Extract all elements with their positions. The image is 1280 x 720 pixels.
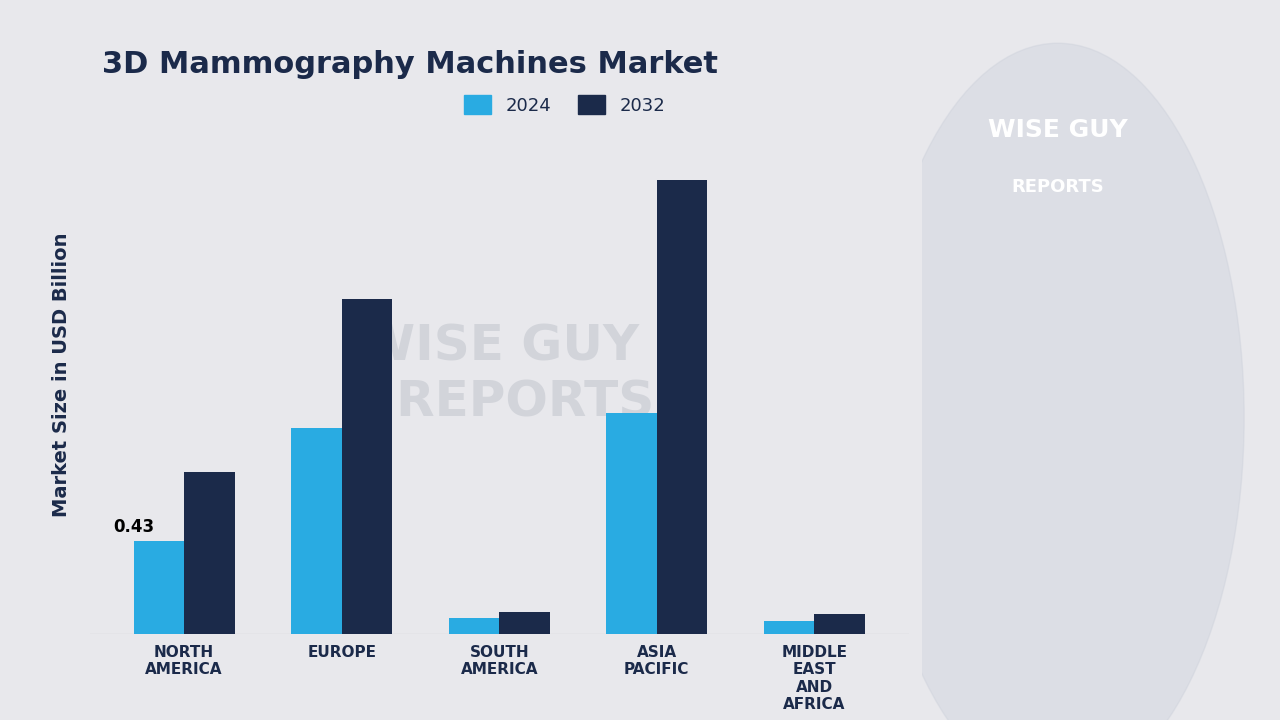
Bar <box>449 618 499 634</box>
Bar <box>133 541 184 634</box>
Bar <box>814 614 865 634</box>
Text: 3D Mammography Machines Market: 3D Mammography Machines Market <box>102 50 718 79</box>
Legend: 2024, 2032: 2024, 2032 <box>457 88 673 122</box>
Bar <box>292 428 342 634</box>
Bar <box>607 413 657 634</box>
Bar <box>499 612 549 634</box>
Y-axis label: Market Size in USD Billion: Market Size in USD Billion <box>52 232 70 517</box>
Bar <box>657 180 707 634</box>
Bar <box>764 621 814 634</box>
Bar <box>342 299 392 634</box>
Text: REPORTS: REPORTS <box>1011 179 1105 197</box>
Bar <box>184 472 234 634</box>
Circle shape <box>872 43 1244 720</box>
Text: 0.43: 0.43 <box>113 518 154 536</box>
Text: WISE GUY: WISE GUY <box>988 117 1128 142</box>
Text: WISE GUY
   REPORTS: WISE GUY REPORTS <box>344 323 654 426</box>
